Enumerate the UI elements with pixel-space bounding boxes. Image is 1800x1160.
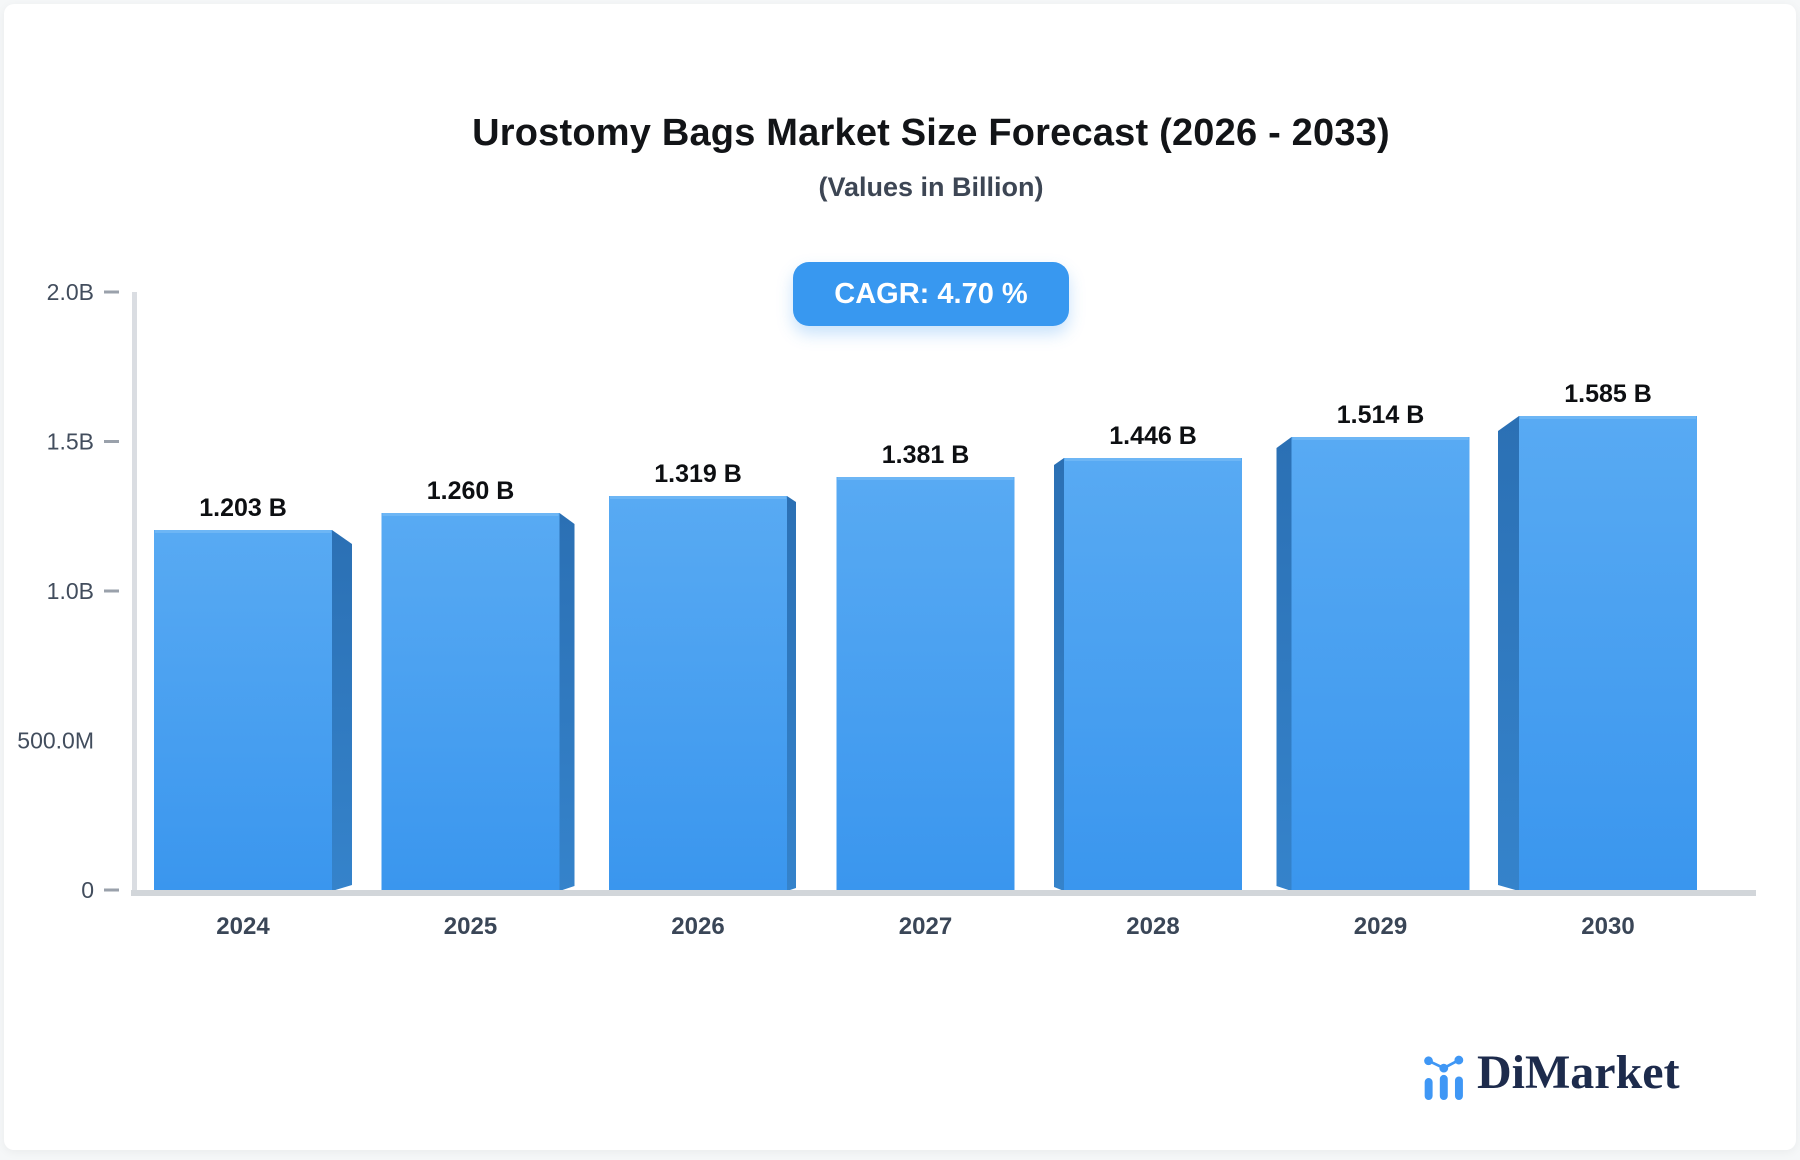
bar-top-edge (837, 477, 1014, 480)
y-axis-tick-label: 2.0B (47, 279, 94, 305)
cagr-badge: CAGR: 4.70 % (793, 262, 1069, 326)
bar-2024 (154, 530, 332, 891)
y-axis-tick (104, 440, 119, 443)
bar-top-edge (1065, 458, 1241, 461)
brand-name: DiMarket (1477, 1046, 1680, 1100)
bar-2025 (381, 513, 560, 891)
chart-title: Urostomy Bags Market Size Forecast (2026… (472, 112, 1390, 154)
bar-top-edge (1520, 416, 1696, 419)
bar-side-2030 (1498, 416, 1519, 891)
bar-side-2026 (787, 496, 796, 891)
y-axis-tick-label: 0 (81, 877, 94, 903)
bar-value-label: 1.203 B (199, 494, 287, 522)
x-axis-label: 2028 (1126, 913, 1179, 940)
bar-value-label: 1.585 B (1564, 380, 1652, 408)
x-axis-label: 2024 (216, 913, 270, 940)
bar-value-label: 1.319 B (654, 460, 742, 488)
bar-top-edge (1292, 437, 1469, 440)
cagr-badge-label: CAGR: 4.70 % (834, 277, 1028, 310)
brand-logo: DiMarket (1424, 1040, 1680, 1100)
bar-2029 (1291, 437, 1470, 891)
bar-value-label: 1.514 B (1337, 401, 1425, 429)
y-axis-tick-label: 1.0B (47, 578, 94, 604)
bar-value-label: 1.446 B (1109, 422, 1197, 450)
x-axis-label: 2026 (671, 913, 724, 940)
bar-side-2024 (332, 530, 352, 891)
x-axis-baseline (131, 890, 1756, 896)
bar-side-2028 (1054, 458, 1064, 891)
bar-value-label: 1.260 B (427, 477, 515, 505)
bar-chart: 1.203 B 2024 1.260 B 2025 1.319 B 2026 1.381 B… (17, 279, 1756, 940)
bar-value-label: 1.381 B (882, 441, 970, 469)
chart-card: Urostomy Bags Market Size Forecast (2026… (4, 4, 1796, 1150)
dimarket-logo-icon (1424, 1055, 1464, 1100)
x-axis-label: 2027 (899, 913, 952, 940)
bar-2028 (1064, 458, 1242, 891)
y-axis-tick (104, 290, 119, 294)
y-axis-tick (104, 589, 119, 593)
bar-2027 (836, 477, 1015, 891)
chart-subtitle: (Values in Billion) (818, 172, 1044, 202)
bar-side-2029 (1276, 437, 1292, 891)
x-axis-label: 2029 (1354, 913, 1407, 940)
bar-2030 (1519, 416, 1697, 891)
bar-top-edge (155, 530, 331, 533)
y-axis-tick-label: 1.5B (47, 429, 94, 455)
y-axis-line (132, 292, 137, 896)
bar-top-edge (382, 513, 559, 516)
y-axis-tick-label: 500.0M (17, 728, 94, 754)
bar-side-2025 (559, 513, 575, 891)
bar-top-edge (610, 496, 786, 499)
y-axis-tick (104, 888, 119, 892)
x-axis-label: 2025 (444, 913, 497, 940)
bar-2026 (609, 496, 787, 891)
x-axis-label: 2030 (1581, 913, 1634, 940)
